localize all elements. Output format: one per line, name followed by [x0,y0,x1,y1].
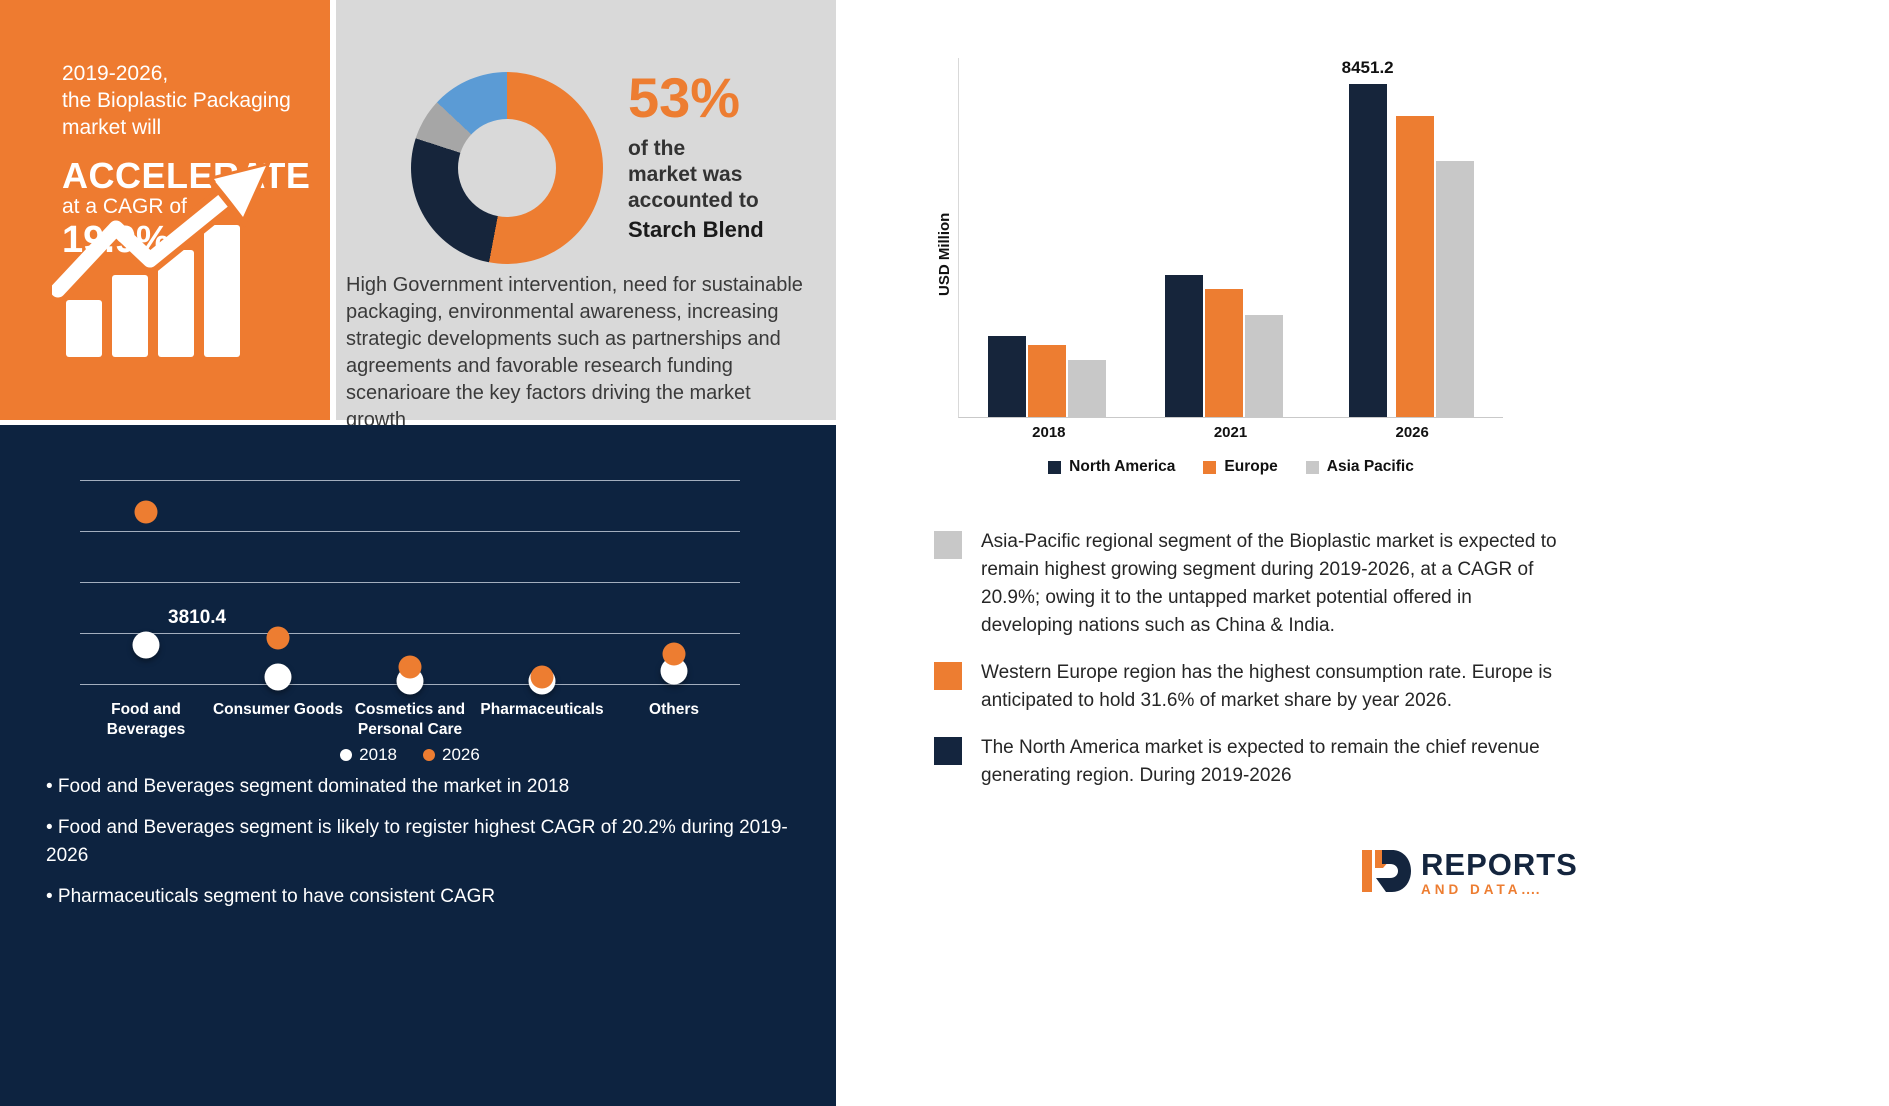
starch-percentage: 53% [628,66,741,129]
bar-Asia Pacific-2018 [1068,360,1107,417]
bar-col-North America-2018 [988,58,1027,417]
bar-Asia Pacific-2021 [1244,315,1283,417]
logo-dots: .... [1521,882,1541,897]
bar-North America-2021 [1164,275,1203,417]
regional-legend: North America Europe Asia Pacific [936,458,1526,476]
insight-asia-pacific-text: Asia-Pacific regional segment of the Bio… [981,531,1557,636]
asia-pacific-bullet-square [934,531,962,559]
segment-legend: 2018 2026 [80,745,740,765]
gridline [80,480,740,481]
x-tick-label: 2018 [1032,424,1066,441]
legend-dot-icon [423,749,435,761]
legend-label: North America [1069,458,1176,475]
bar-group-2021 [1164,58,1284,417]
dot-2018-0 [132,631,160,659]
bar-Asia Pacific-2026 [1435,160,1474,417]
x-tick-label: 2021 [1213,424,1248,441]
gridline [80,633,740,634]
insight-europe-text: Western Europe region has the highest co… [981,662,1553,711]
bar-Europe-2021 [1204,289,1243,417]
bar-North America-2018 [988,336,1027,417]
category-label: Food and Beverages [106,701,186,738]
gridline [80,531,740,532]
y-axis-label: USD Million [936,212,953,296]
insight-north-america: The North America market is expected to … [934,734,1574,790]
legend-item-2026: 2026 [423,745,480,765]
legend-item-asia-pacific: Asia Pacific [1305,458,1414,476]
bar-col-Europe-2018 [1028,58,1067,417]
bar-group-2018 [987,58,1107,417]
dot-2018-1 [264,663,292,691]
regional-bar-plot: 8451.2 [958,58,1503,418]
category-label: Cosmetics and Personal Care [354,701,466,738]
segment-bullet-3: • Pharmaceuticals segment to have consis… [46,886,496,907]
starch-panel: 53% of the market was accounted to Starc… [336,0,836,431]
segment-category-labels: Food and Beverages Consumer Goods Cosmetic… [80,700,740,740]
dot-2026-1 [266,626,290,650]
starch-caption-text: of the market was accounted to [628,137,759,212]
gridline [80,582,740,583]
x-tick-label: 2026 [1395,424,1429,441]
bar-col-Asia Pacific-2018 [1068,58,1107,417]
bar-col-Asia Pacific-2026 [1435,58,1474,417]
insight-north-america-text: The North America market is expected to … [981,737,1540,786]
segment-dot-plot: 3810.4 [80,480,740,695]
bar-col-Europe-2021 [1204,58,1243,417]
legend-item-europe: Europe [1203,458,1278,476]
dot-2026-2 [398,655,422,679]
legend-square-icon [1048,460,1062,474]
legend-item-2018: 2018 [340,745,397,765]
dot-2026-0 [134,500,158,524]
bar-Europe-2026 [1395,116,1434,417]
bar-col-Asia Pacific-2021 [1244,58,1283,417]
regional-panel: USD Million 8451.2 2018 2021 2026 North Am… [836,0,1889,1106]
market-drivers-text: High Government intervention, need for s… [346,274,803,431]
reports-and-data-logo: REPORTS AND DATA.... [1362,848,1578,899]
segment-panel: 3810.4 Food and Beverages Consumer Goods C… [0,425,836,1106]
dot-2026-4 [662,642,686,666]
legend-label: 2018 [359,745,397,764]
europe-bullet-square [934,662,962,690]
logo-text: REPORTS AND DATA.... [1421,847,1578,897]
category-label: Pharmaceuticals [480,701,604,718]
bar-Europe-2018 [1028,344,1067,417]
reports-and-data-logo-icon [1362,848,1412,899]
bar-North America-2026 [1348,84,1387,417]
cagr-panel: 2019-2026, the Bioplastic Packaging mark… [0,0,330,420]
logo-and-data-text: AND DATA.... [1421,882,1541,897]
legend-label: 2026 [442,745,480,764]
dot-2026-3 [530,665,554,689]
legend-dot-icon [340,749,353,761]
insight-europe: Western Europe region has the highest co… [934,659,1574,715]
starch-blend-label: Starch Blend [628,217,764,242]
bar-col-North America-2021 [1164,58,1203,417]
legend-square-icon [1305,460,1319,474]
cagr-value: 19.9% [62,219,170,261]
segment-bullets: • Food and Beverages segment dominated t… [46,773,806,924]
cagr-intro-text: 2019-2026, the Bioplastic Packaging mark… [62,62,291,139]
legend-item-north-america: North America [1048,458,1175,476]
legend-label: Asia Pacific [1326,458,1414,475]
bar-value-label: 8451.2 [1341,58,1394,77]
starch-caption: 53% of the market was accounted to Starc… [628,70,764,243]
logo-reports-text: REPORTS [1421,847,1578,882]
legend-square-icon [1203,460,1217,474]
cagr-prefix-text: at a CAGR of [62,195,187,218]
bar-col-North America-2026: 8451.2 [1342,58,1394,417]
category-label: Consumer Goods [212,701,344,718]
regional-insights: Asia-Pacific regional segment of the Bio… [934,528,1574,809]
north-america-bullet-square [934,737,962,765]
point-value-label: 3810.4 [168,607,227,629]
bar-col-Europe-2026 [1395,58,1434,417]
bar-group-2026: 8451.2 [1341,58,1475,417]
category-label: Others [649,701,699,718]
starch-donut-chart [411,72,603,264]
legend-label: Europe [1224,458,1278,475]
segment-bullet-1: • Food and Beverages segment dominated t… [46,776,570,797]
growth-arrow-icon [44,161,277,367]
regional-x-labels: 2018 2021 2026 [958,424,1503,441]
segment-bullet-2: • Food and Beverages segment is likely t… [46,817,788,866]
insight-asia-pacific: Asia-Pacific regional segment of the Bio… [934,528,1574,640]
